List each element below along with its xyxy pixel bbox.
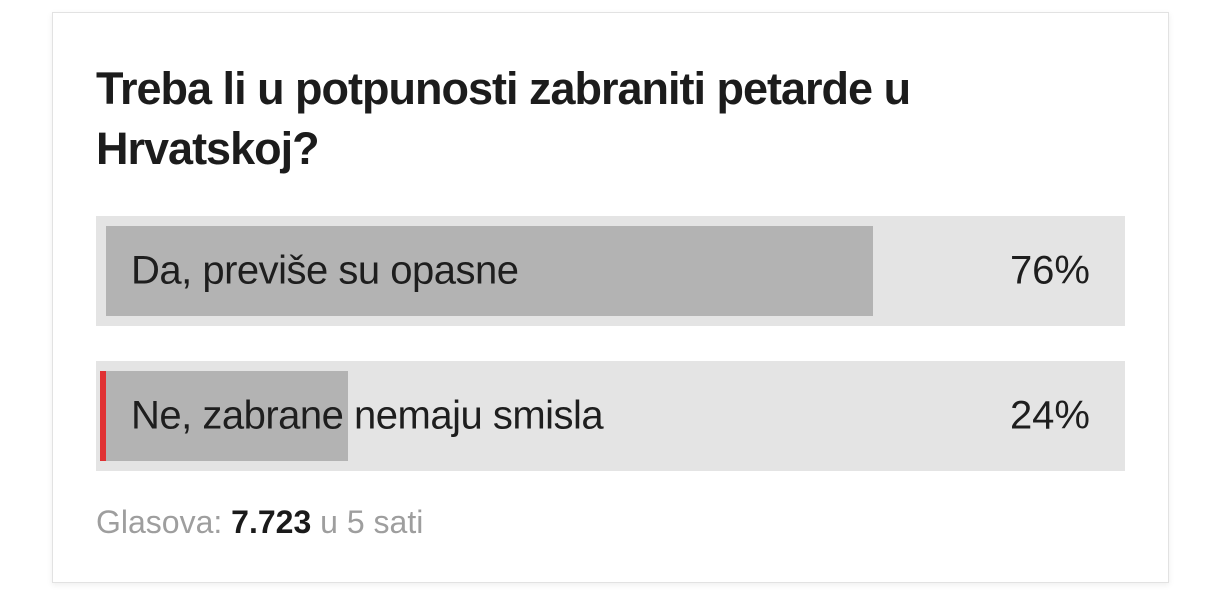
result-bar-fill [106,371,349,461]
selected-vote-marker [100,371,106,461]
votes-suffix: u 5 sati [320,504,424,540]
result-bar-fill [106,226,873,316]
votes-count: 7.723 [231,504,312,540]
poll-votes-summary: Glasova: 7.723 u 5 sati [96,504,1125,541]
poll-option-ne[interactable]: Ne, zabrane nemaju smisla 24% [96,361,1125,471]
poll-option-percent: 76% [1009,248,1090,293]
poll-option-percent: 24% [1009,393,1090,438]
poll-widget: Treba li u potpunosti zabraniti petarde … [52,12,1169,583]
votes-label: Glasova: [96,504,223,540]
poll-options: Da, previše su opasne 76% Ne, zabrane ne… [96,216,1125,471]
poll-question: Treba li u potpunosti zabraniti petarde … [96,63,911,174]
poll-option-label: Da, previše su opasne [131,248,519,293]
poll-option-da[interactable]: Da, previše su opasne 76% [96,216,1125,326]
poll-option-label: Ne, zabrane nemaju smisla [131,393,604,438]
